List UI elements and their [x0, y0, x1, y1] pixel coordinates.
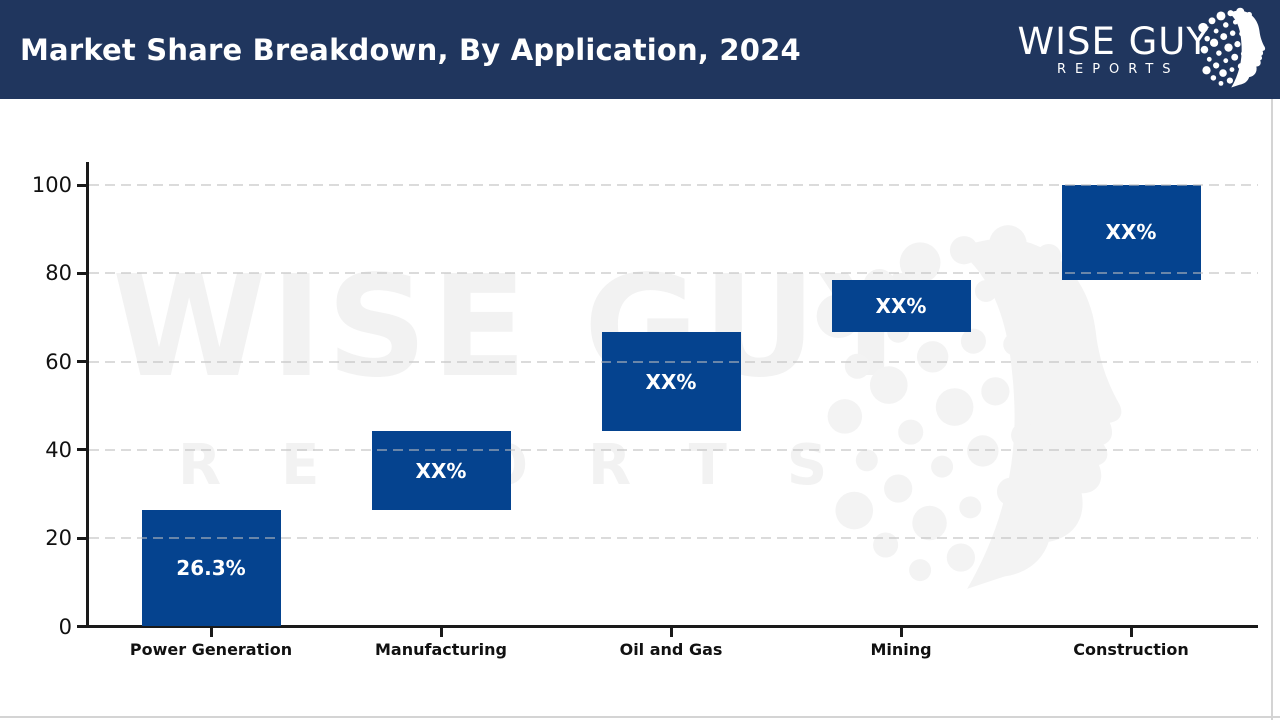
x-axis-tick: [669, 628, 673, 637]
plot-area: 0 20 40 60 80 100 26.3% Power Generation XX% Manu…: [0, 99, 1280, 720]
bar-value-label: XX%: [645, 369, 697, 394]
x-axis-tick: [439, 628, 443, 637]
x-category-label: Power Generation: [129, 640, 293, 659]
logo-wordmark: WISE GUY: [1017, 20, 1210, 63]
bar-value-label: XX%: [1105, 220, 1157, 245]
page-title: Market Share Breakdown, By Application, …: [20, 32, 801, 67]
bar-value-label: XX%: [875, 293, 927, 318]
y-axis-line: [86, 162, 89, 628]
gridline: [89, 360, 1258, 363]
y-tick-label: 100: [31, 173, 72, 197]
header-bar: Market Share Breakdown, By Application, …: [0, 0, 1280, 99]
y-tick-label: 80: [45, 261, 72, 286]
y-axis-tick: [77, 271, 86, 275]
x-category-label: Manufacturing: [375, 640, 507, 659]
bar-mining: XX%: [831, 279, 971, 333]
x-category-label: Oil and Gas: [619, 640, 723, 659]
logo-text: WISE GUY REPORTS: [1018, 23, 1210, 76]
y-axis-tick: [77, 448, 86, 452]
bar-oil-and-gas: XX%: [601, 332, 741, 432]
x-axis-tick: [899, 628, 903, 637]
gridline: [89, 272, 1258, 275]
head-profile-dots-icon: [1198, 7, 1266, 87]
x-category-label: Mining: [870, 640, 932, 659]
gridline: [89, 537, 1258, 540]
x-axis-tick: [1129, 628, 1133, 637]
y-axis-tick: [77, 183, 86, 187]
logo-subtitle: REPORTS: [1056, 62, 1180, 77]
bar-manufacturing: XX%: [371, 431, 511, 511]
watermark-wordmark: WISE GUY: [112, 246, 926, 409]
page-right-border: [1271, 99, 1273, 720]
y-axis-tick: [77, 536, 86, 540]
gridline: [89, 448, 1258, 451]
page-bottom-border: [0, 716, 1280, 718]
y-tick-label: 0: [58, 614, 72, 639]
gridline: [89, 184, 1258, 186]
y-axis-tick: [77, 625, 86, 628]
x-category-label: Construction: [1073, 640, 1189, 659]
bar-value-label: 26.3%: [176, 556, 246, 581]
x-axis-tick: [209, 628, 213, 637]
bar-power-generation: 26.3%: [141, 510, 281, 627]
bar-value-label: XX%: [415, 458, 467, 483]
bar-construction: XX%: [1061, 185, 1201, 280]
y-tick-label: 20: [45, 526, 72, 551]
x-axis-line: [86, 625, 1258, 628]
y-axis-tick: [77, 360, 86, 364]
y-tick-label: 60: [45, 349, 72, 374]
y-tick-label: 40: [45, 437, 72, 462]
wise-guy-logo: WISE GUY REPORTS: [1018, 0, 1270, 99]
